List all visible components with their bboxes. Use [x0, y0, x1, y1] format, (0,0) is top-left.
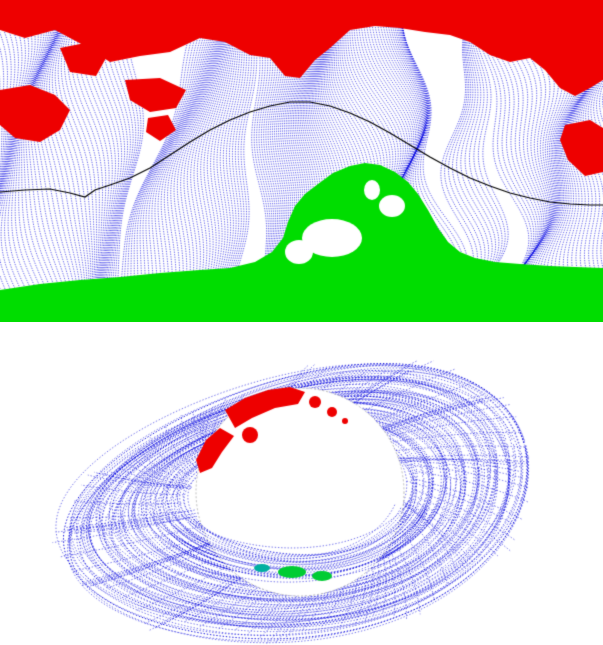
field-3d-figure	[0, 340, 603, 645]
field-3d-canvas	[0, 340, 603, 645]
streamline-map-canvas	[0, 0, 603, 322]
streamline-map-figure	[0, 0, 603, 322]
